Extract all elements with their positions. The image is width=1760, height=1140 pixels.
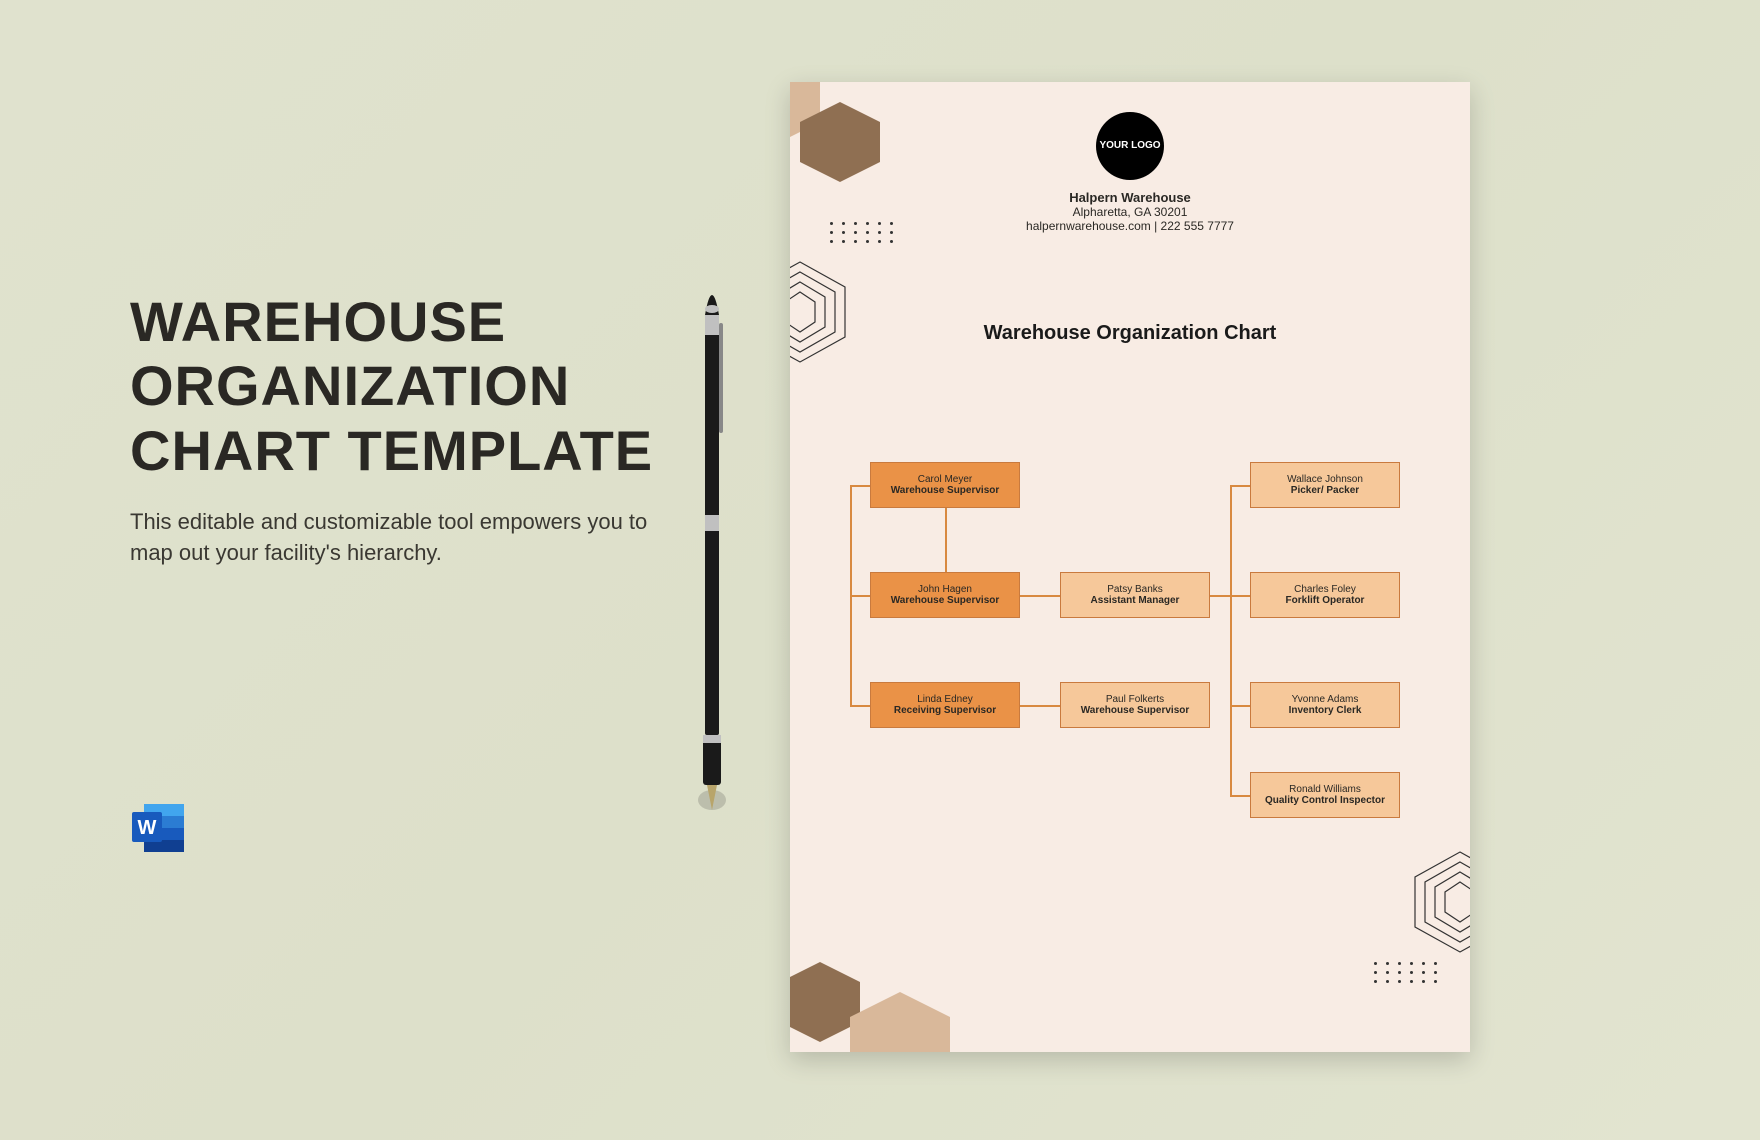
org-node: Paul Folkerts Warehouse Supervisor (1060, 682, 1210, 728)
node-role: Warehouse Supervisor (891, 485, 1000, 496)
word-app-icon: W (130, 800, 186, 856)
document-title: Warehouse Organization Chart (790, 322, 1470, 345)
node-name: Linda Edney (917, 694, 973, 705)
node-name: Ronald Williams (1289, 784, 1361, 795)
connector (1230, 705, 1250, 707)
connector (1230, 595, 1250, 597)
node-role: Warehouse Supervisor (891, 595, 1000, 606)
connector (850, 705, 870, 707)
node-role: Quality Control Inspector (1265, 795, 1385, 806)
org-node: Carol Meyer Warehouse Supervisor (870, 462, 1020, 508)
org-node: John Hagen Warehouse Supervisor (870, 572, 1020, 618)
company-info: Halpern Warehouse Alpharetta, GA 30201 h… (790, 190, 1470, 233)
org-node: Charles Foley Forklift Operator (1250, 572, 1400, 618)
logo-placeholder: YOUR LOGO (1096, 112, 1164, 180)
pen-decoration (695, 255, 729, 815)
company-contact: halpernwarehouse.com | 222 555 7777 (790, 219, 1470, 233)
connector (850, 595, 870, 597)
hex-outline-right (1400, 842, 1470, 962)
node-role: Receiving Supervisor (894, 705, 996, 716)
org-node: Wallace Johnson Picker/ Packer (1250, 462, 1400, 508)
org-node: Yvonne Adams Inventory Clerk (1250, 682, 1400, 728)
org-node: Patsy Banks Assistant Manager (1060, 572, 1210, 618)
svg-text:W: W (138, 817, 157, 839)
connector (945, 508, 947, 572)
main-title: WAREHOUSE ORGANIZATION CHART TEMPLATE (130, 290, 690, 483)
connector (1230, 485, 1232, 795)
connector (1210, 595, 1230, 597)
connector (1020, 595, 1060, 597)
node-name: John Hagen (918, 584, 972, 595)
node-role: Picker/ Packer (1291, 485, 1359, 496)
company-name: Halpern Warehouse (790, 190, 1470, 205)
node-name: Carol Meyer (918, 474, 972, 485)
org-chart: Carol Meyer Warehouse Supervisor John Ha… (790, 462, 1470, 962)
node-name: Patsy Banks (1107, 584, 1163, 595)
connector (1020, 705, 1060, 707)
company-address: Alpharetta, GA 30201 (790, 205, 1470, 219)
node-role: Inventory Clerk (1289, 705, 1362, 716)
node-role: Warehouse Supervisor (1081, 705, 1190, 716)
node-name: Charles Foley (1294, 584, 1356, 595)
subtitle: This editable and customizable tool empo… (130, 507, 690, 569)
node-role: Forklift Operator (1286, 595, 1365, 606)
template-document: YOUR LOGO Halpern Warehouse Alpharetta, … (790, 82, 1470, 1052)
connector (850, 485, 870, 487)
node-role: Assistant Manager (1091, 595, 1180, 606)
node-name: Paul Folkerts (1106, 694, 1164, 705)
org-node: Ronald Williams Quality Control Inspecto… (1250, 772, 1400, 818)
hex-outline-left (790, 252, 860, 372)
promo-text-panel: WAREHOUSE ORGANIZATION CHART TEMPLATE Th… (130, 290, 690, 569)
connector (1230, 795, 1250, 797)
node-name: Yvonne Adams (1292, 694, 1359, 705)
org-node: Linda Edney Receiving Supervisor (870, 682, 1020, 728)
connector (1230, 485, 1250, 487)
node-name: Wallace Johnson (1287, 474, 1363, 485)
hex-decoration-bottom (790, 932, 990, 1052)
dot-grid-bottom (1374, 962, 1440, 983)
logo-text: YOUR LOGO (1099, 140, 1160, 152)
